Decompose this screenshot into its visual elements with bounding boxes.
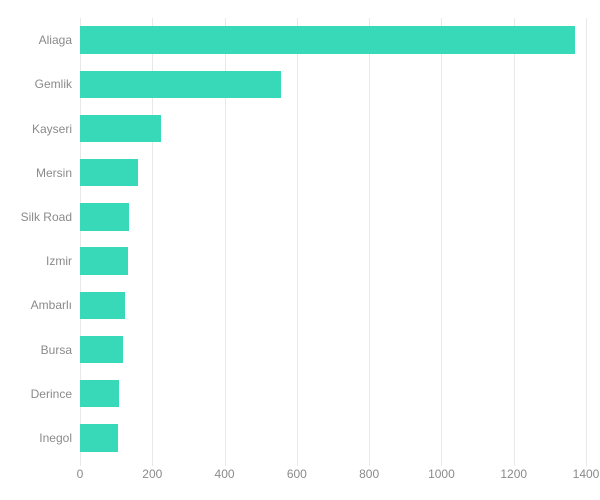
y-axis-category-label: Izmir (2, 255, 72, 267)
y-axis-category-label: Gemlik (2, 78, 72, 90)
grid-line (586, 18, 587, 466)
x-axis-tick-label: 400 (215, 468, 235, 480)
x-axis-tick-label: 800 (359, 468, 379, 480)
bar (80, 292, 125, 319)
y-axis-category-label: Ambarlı (2, 299, 72, 311)
y-axis-category-label: Silk Road (2, 211, 72, 223)
y-axis-category-label: Inegol (2, 432, 72, 444)
bar (80, 159, 138, 186)
bar-row (80, 115, 586, 142)
bar-row (80, 203, 586, 230)
bar-row (80, 26, 586, 53)
bar (80, 115, 161, 142)
y-axis-category-label: Kayseri (2, 123, 72, 135)
bar-row (80, 424, 586, 451)
x-axis-tick-label: 600 (287, 468, 307, 480)
x-axis-tick-label: 1000 (428, 468, 455, 480)
x-axis-tick-label: 200 (142, 468, 162, 480)
y-axis-category-label: Derince (2, 388, 72, 400)
x-axis-tick-label: 0 (77, 468, 84, 480)
x-axis-tick-label: 1400 (573, 468, 600, 480)
bar-row (80, 292, 586, 319)
bar (80, 336, 123, 363)
horizontal-bar-chart: 0 200 400 600 800 1000 1200 1400 Aliaga Gemlik Kay… (0, 0, 600, 500)
bar (80, 247, 128, 274)
bar-row (80, 71, 586, 98)
bar-row (80, 380, 586, 407)
bar (80, 203, 129, 230)
bar-row (80, 159, 586, 186)
bar (80, 424, 118, 451)
bar (80, 71, 281, 98)
bar (80, 380, 119, 407)
plot-area (80, 18, 586, 460)
x-axis-tick-label: 1200 (500, 468, 527, 480)
bar-row (80, 247, 586, 274)
y-axis-category-label: Aliaga (2, 34, 72, 46)
y-axis-category-label: Mersin (2, 167, 72, 179)
y-axis-category-label: Bursa (2, 344, 72, 356)
bar-row (80, 336, 586, 363)
bar (80, 26, 575, 53)
